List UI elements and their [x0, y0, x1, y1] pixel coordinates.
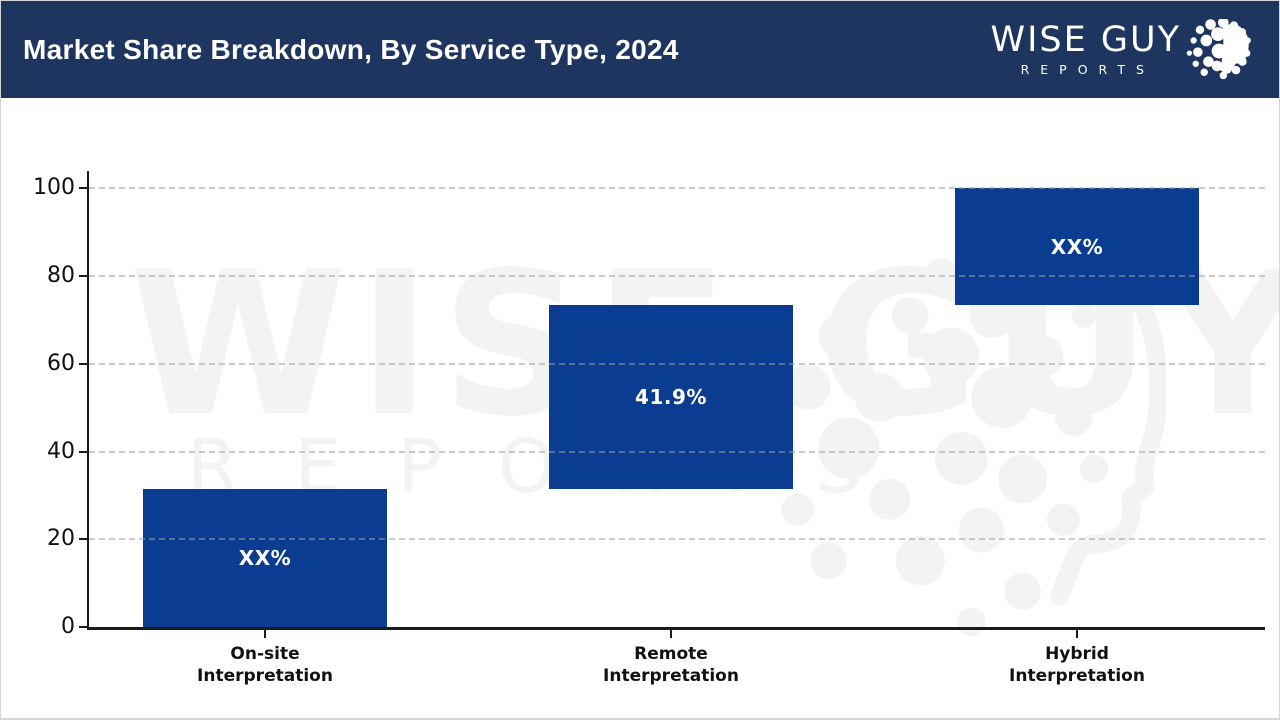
y-gridline [89, 187, 1265, 189]
bar-value-label: XX% [1050, 234, 1104, 259]
x-tick-mark [1076, 630, 1078, 638]
bar-segment: 41.9% [549, 305, 793, 489]
bar-segment: XX% [955, 188, 1199, 305]
x-axis-line [87, 627, 1265, 630]
y-tick-label: 80 [47, 263, 75, 288]
y-gridline [89, 538, 1265, 540]
logo-wordmark: WISE GUY [990, 19, 1181, 60]
y-tick-mark [79, 275, 87, 277]
x-category-label: Hybrid Interpretation [1009, 644, 1145, 687]
x-category-label: Remote Interpretation [603, 644, 739, 687]
chart-title: Market Share Breakdown, By Service Type,… [23, 33, 679, 65]
y-tick-label: 60 [47, 351, 75, 376]
wiseguy-logo: WISE GUY REPORTS [990, 18, 1253, 81]
x-tick-mark [670, 630, 672, 638]
y-tick-label: 0 [61, 614, 75, 639]
x-category-label: On-site Interpretation [197, 644, 333, 687]
chart-area: WISE GUY REPORTS XX%41.9%XX%020406080100… [1, 98, 1279, 718]
y-tick-mark [79, 626, 87, 628]
y-gridline [89, 363, 1265, 365]
y-tick-label: 100 [33, 175, 75, 200]
y-gridline [89, 451, 1265, 453]
header-banner: Market Share Breakdown, By Service Type,… [1, 1, 1279, 98]
y-tick-mark [79, 187, 87, 189]
y-tick-mark [79, 363, 87, 365]
y-axis-line [87, 171, 89, 630]
y-tick-mark [79, 451, 87, 453]
y-tick-label: 20 [47, 526, 75, 551]
y-gridline [89, 275, 1265, 277]
bar-value-label: XX% [238, 546, 292, 570]
logo-subtext: REPORTS [1020, 61, 1155, 77]
bar-segment: XX% [143, 489, 387, 627]
x-tick-mark [264, 630, 266, 638]
logo-wordmark-block: WISE GUY REPORTS [990, 19, 1181, 77]
bar-value-label: 41.9% [635, 385, 707, 409]
y-tick-label: 40 [47, 439, 75, 464]
logo-head-dots-icon [1186, 18, 1251, 79]
y-tick-mark [79, 538, 87, 540]
